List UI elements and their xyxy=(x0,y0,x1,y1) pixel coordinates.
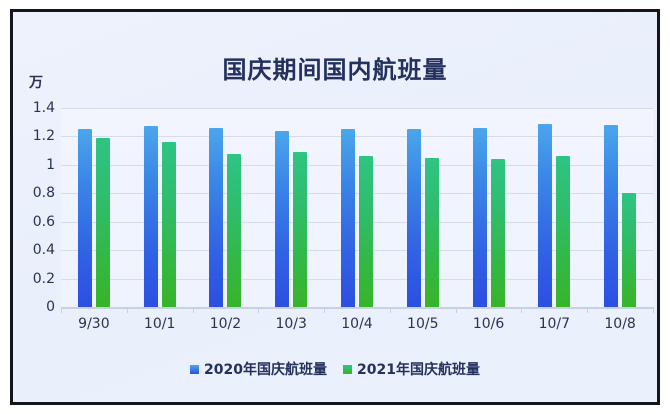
bar[interactable] xyxy=(604,125,619,307)
x-axis-tick xyxy=(126,307,128,313)
bar[interactable] xyxy=(622,193,637,307)
x-axis-tick-label: 9/30 xyxy=(78,316,110,332)
chart-legend: 2020年国庆航班量 2021年国庆航班量 xyxy=(13,359,657,379)
legend-swatch-icon xyxy=(190,364,200,374)
bar-group xyxy=(456,108,522,307)
x-axis-tick xyxy=(324,307,326,313)
bar[interactable] xyxy=(538,123,553,307)
x-axis-tick xyxy=(587,307,589,313)
legend-label: 2020年国庆航班量 xyxy=(204,362,327,378)
bar[interactable] xyxy=(358,156,373,307)
bar[interactable] xyxy=(209,127,224,307)
gridline xyxy=(61,278,653,280)
bar[interactable] xyxy=(77,129,92,307)
bar[interactable] xyxy=(161,142,176,307)
bar-group xyxy=(587,108,653,307)
x-axis-tick-label: 10/1 xyxy=(143,316,176,332)
x-axis-tick xyxy=(521,307,523,313)
x-axis-tick-label: 10/3 xyxy=(275,316,307,332)
gridline xyxy=(61,164,653,166)
x-axis-tick-label: 10/7 xyxy=(538,316,571,332)
bar-group xyxy=(390,108,456,307)
gridline xyxy=(61,221,653,223)
bar[interactable] xyxy=(293,152,308,307)
bar[interactable] xyxy=(340,129,355,307)
y-axis-tick-label: 0 xyxy=(46,299,55,315)
bar[interactable] xyxy=(556,156,571,307)
y-axis-tick-label: 1.2 xyxy=(32,128,55,145)
legend-swatch-icon xyxy=(343,364,352,374)
gridline xyxy=(61,136,653,138)
bar[interactable] xyxy=(143,126,158,307)
x-axis-tick xyxy=(192,307,194,313)
gridline xyxy=(61,193,653,195)
y-axis-unit-label: 万 xyxy=(29,75,43,91)
x-axis-tick-label: 10/4 xyxy=(341,316,373,332)
x-axis-tick xyxy=(61,307,62,313)
y-axis: 1.4 1.2 1 0.8 0.6 0.4 0.2 0 xyxy=(13,100,55,315)
x-axis-tick xyxy=(389,307,391,313)
gridline xyxy=(61,250,653,252)
x-axis-tick-label: 10/2 xyxy=(209,316,242,332)
y-axis-tick-label: 0.4 xyxy=(32,242,55,259)
legend-label: 2021年国庆航班量 xyxy=(357,362,480,378)
bar-group xyxy=(258,108,324,307)
x-axis-tick xyxy=(653,307,654,313)
bar[interactable] xyxy=(490,159,505,307)
x-axis-tick-label: 10/8 xyxy=(604,316,636,332)
bar[interactable] xyxy=(406,129,421,307)
bar-group xyxy=(61,108,127,307)
bar[interactable] xyxy=(95,137,110,307)
x-axis-tick-label: 10/6 xyxy=(472,316,505,332)
x-axis-tick xyxy=(455,307,457,313)
bar[interactable] xyxy=(275,130,290,307)
bar[interactable] xyxy=(472,127,487,307)
y-axis-tick-label: 0.6 xyxy=(32,213,55,230)
legend-item[interactable]: 2020年国庆航班量 xyxy=(190,359,327,379)
y-axis-tick-label: 0.8 xyxy=(32,185,55,202)
legend-item[interactable]: 2021年国庆航班量 xyxy=(343,359,480,379)
y-axis-tick-label: 1 xyxy=(46,156,55,173)
bar[interactable] xyxy=(227,153,242,307)
chart-title: 国庆期间国内航班量 xyxy=(222,56,448,84)
x-axis-tick-label: 10/5 xyxy=(407,316,439,332)
bar[interactable] xyxy=(424,157,439,307)
chart-card: 国庆期间国内航班量 万 1.4 1.2 1 0.8 0.6 0.4 0.2 0 2020年国庆… xyxy=(10,9,660,405)
bar-group xyxy=(324,108,390,307)
y-axis-tick-label: 1.4 xyxy=(32,100,55,116)
plot-area xyxy=(61,108,653,308)
bar-group xyxy=(193,108,259,307)
y-axis-tick-label: 0.2 xyxy=(32,270,55,287)
x-axis-tick xyxy=(258,307,260,313)
x-axis-line xyxy=(61,307,653,309)
bar-group xyxy=(521,108,587,307)
gridline xyxy=(61,108,653,109)
bar-group xyxy=(127,108,193,307)
